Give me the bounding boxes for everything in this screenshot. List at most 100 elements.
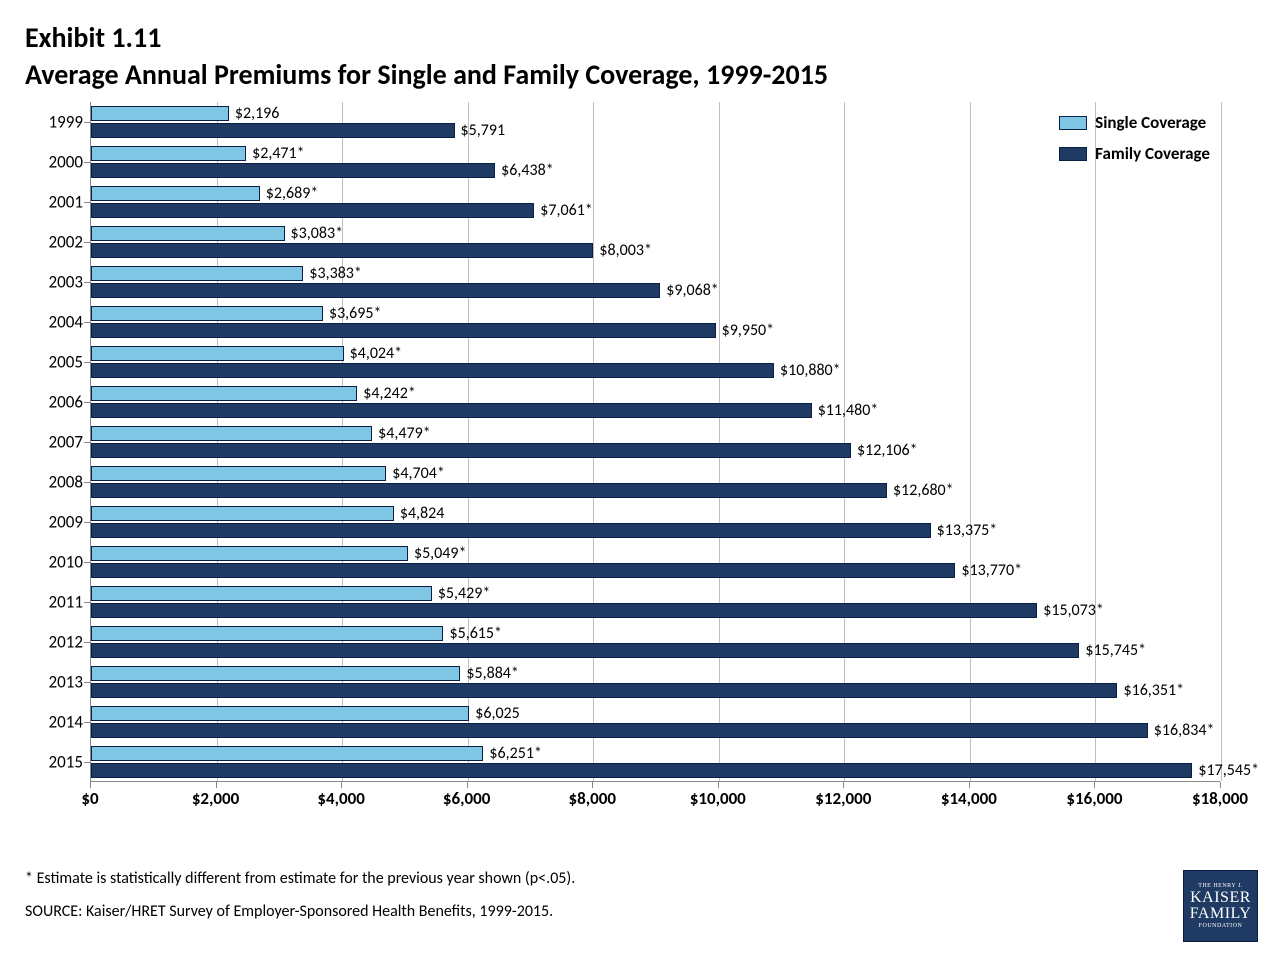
bar-family xyxy=(91,403,812,418)
bar-label-single: $2,471* xyxy=(252,146,305,161)
y-tick xyxy=(84,162,90,163)
bar-family xyxy=(91,203,534,218)
y-category-label: 2010 xyxy=(25,552,83,573)
chart-title: Average Annual Premiums for Single and F… xyxy=(25,57,1255,92)
x-tick-label: $6,000 xyxy=(443,788,490,809)
x-tick-label: $16,000 xyxy=(1066,788,1122,809)
y-tick xyxy=(84,522,90,523)
footnote-significance: * Estimate is statistically different fr… xyxy=(25,869,575,888)
legend-swatch-family xyxy=(1059,147,1087,161)
bar-label-family: $13,375* xyxy=(937,523,998,538)
y-category-label: 2008 xyxy=(25,472,83,493)
y-category-label: 2004 xyxy=(25,312,83,333)
x-tick-label: $8,000 xyxy=(568,788,615,809)
y-category-label: 2012 xyxy=(25,632,83,653)
bar-label-single: $4,242* xyxy=(363,386,416,401)
bar-family xyxy=(91,563,955,578)
bar-label-single: $6,251* xyxy=(489,746,542,761)
gridline xyxy=(844,102,845,781)
y-tick xyxy=(84,762,90,763)
footnotes: * Estimate is statistically different fr… xyxy=(25,869,575,935)
bar-label-single: $5,615* xyxy=(449,626,502,641)
bar-single xyxy=(91,546,408,561)
bar-family xyxy=(91,603,1037,618)
legend-item-single: Single Coverage xyxy=(1059,112,1210,133)
x-tick-label: $18,000 xyxy=(1192,788,1248,809)
bar-label-single: $4,704* xyxy=(392,466,445,481)
legend-label-single: Single Coverage xyxy=(1095,112,1206,133)
gridline xyxy=(1095,102,1096,781)
bar-single xyxy=(91,466,386,481)
bar-label-family: $8,003* xyxy=(599,243,652,258)
bar-family xyxy=(91,683,1117,698)
bar-label-family: $13,770* xyxy=(961,563,1022,578)
gridline xyxy=(1221,102,1222,781)
gridline xyxy=(719,102,720,781)
bar-label-single: $3,383* xyxy=(309,266,362,281)
bar-label-single: $4,024* xyxy=(350,346,403,361)
bar-label-family: $15,745* xyxy=(1085,643,1146,658)
bar-label-family: $12,680* xyxy=(893,483,954,498)
bar-label-single: $5,049* xyxy=(414,546,467,561)
bar-label-family: $17,545* xyxy=(1198,763,1259,778)
bar-label-family: $15,073* xyxy=(1043,603,1104,618)
bar-label-single: $4,824 xyxy=(400,506,445,521)
y-tick xyxy=(84,202,90,203)
bar-label-family: $6,438* xyxy=(501,163,554,178)
y-category-label: 2015 xyxy=(25,752,83,773)
bar-label-single: $2,196 xyxy=(235,106,280,121)
bar-single xyxy=(91,266,303,281)
bar-label-family: $7,061* xyxy=(540,203,593,218)
bar-family xyxy=(91,163,495,178)
bar-single xyxy=(91,146,246,161)
bar-family xyxy=(91,363,774,378)
y-tick xyxy=(84,402,90,403)
bar-label-single: $5,429* xyxy=(438,586,491,601)
gridline xyxy=(970,102,971,781)
x-tick-label: $12,000 xyxy=(815,788,871,809)
bar-single xyxy=(91,346,344,361)
bar-family xyxy=(91,643,1079,658)
exhibit-number: Exhibit 1.11 xyxy=(25,20,1255,55)
y-category-label: 2014 xyxy=(25,712,83,733)
bar-label-family: $16,834* xyxy=(1154,723,1215,738)
y-tick xyxy=(84,642,90,643)
x-tick-label: $4,000 xyxy=(317,788,364,809)
bar-family xyxy=(91,483,887,498)
x-tick-label: $0 xyxy=(81,788,98,809)
title-block: Exhibit 1.11 Average Annual Premiums for… xyxy=(25,20,1255,92)
bar-label-single: $3,695* xyxy=(329,306,382,321)
bar-single xyxy=(91,506,394,521)
y-tick xyxy=(84,282,90,283)
bar-single xyxy=(91,626,443,641)
y-category-label: 1999 xyxy=(25,112,83,133)
chart: $2,196$5,791$2,471*$6,438*$2,689*$7,061*… xyxy=(25,102,1245,822)
bar-family xyxy=(91,123,455,138)
gridline xyxy=(593,102,594,781)
bar-single xyxy=(91,706,469,721)
y-tick xyxy=(84,242,90,243)
y-tick xyxy=(84,322,90,323)
plot-area: $2,196$5,791$2,471*$6,438*$2,689*$7,061*… xyxy=(90,102,1220,782)
x-tick-label: $2,000 xyxy=(192,788,239,809)
y-tick xyxy=(84,562,90,563)
bar-family xyxy=(91,763,1192,778)
bar-label-single: $3,083* xyxy=(291,226,344,241)
y-tick xyxy=(84,442,90,443)
bar-label-single: $4,479* xyxy=(378,426,431,441)
bar-single xyxy=(91,746,483,761)
bar-label-single: $2,689* xyxy=(266,186,319,201)
bar-family xyxy=(91,323,716,338)
bar-single xyxy=(91,426,372,441)
y-tick xyxy=(84,362,90,363)
bar-label-family: $10,880* xyxy=(780,363,841,378)
bar-single xyxy=(91,386,357,401)
y-category-label: 2011 xyxy=(25,592,83,613)
bar-label-single: $6,025 xyxy=(475,706,520,721)
logo-line2: FAMILY xyxy=(1184,906,1257,922)
x-tick-label: $10,000 xyxy=(690,788,746,809)
y-category-label: 2013 xyxy=(25,672,83,693)
y-category-label: 2003 xyxy=(25,272,83,293)
bar-single xyxy=(91,106,229,121)
y-category-label: 2006 xyxy=(25,392,83,413)
